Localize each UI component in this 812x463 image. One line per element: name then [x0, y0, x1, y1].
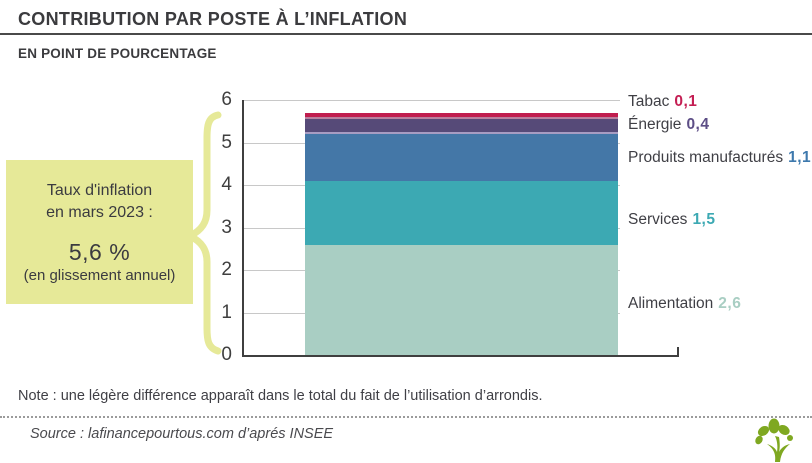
legend-item-produits-manufactures: Produits manufacturés 1,1 [628, 149, 811, 167]
inflation-rate-value: 5,6 % [68, 239, 131, 266]
chart-unit-subtitle: EN POINT DE POURCENTAGE [18, 46, 217, 61]
y-tick-label-5: 5 [221, 131, 232, 153]
inflation-rate-callout: Taux d'inflation en mars 2023 : 5,6 % (e… [6, 160, 193, 304]
bar-segment-services [305, 180, 618, 245]
bar-segment-alimentation [305, 244, 618, 355]
gridline-6 [244, 100, 620, 101]
bar-segment-energie [305, 117, 618, 134]
legend-value: 2,6 [718, 295, 742, 312]
page-title: CONTRIBUTION PAR POSTE À L’INFLATION [18, 9, 408, 29]
legend-label: Services [628, 211, 688, 228]
legend-item-services: Services 1,5 [628, 211, 716, 229]
x-axis-end-tick [677, 347, 679, 355]
y-tick-label-1: 1 [221, 301, 232, 323]
y-tick-label-4: 4 [221, 174, 232, 195]
callout-line4: (en glissement annuel) [23, 267, 176, 285]
source-text: Source : lafinancepourtous.com d’aprés I… [30, 426, 334, 442]
legend-value: 0,4 [686, 116, 710, 133]
note-text: Note : une légère différence apparaît da… [18, 388, 543, 404]
legend-value: 0,1 [674, 93, 698, 110]
stacked-bar [305, 112, 618, 355]
bar-segment-produits-manufactures [305, 134, 618, 181]
legend-value: 1,1 [788, 149, 812, 166]
y-tick-label-0: 0 [221, 344, 232, 365]
legend-item-energie: Énergie 0,4 [628, 116, 710, 134]
legend-label: Tabac [628, 93, 670, 110]
y-tick-label-6: 6 [221, 89, 232, 110]
title-divider [0, 33, 812, 35]
legend-label: Alimentation [628, 295, 714, 312]
bar-segment-tabac [305, 112, 618, 117]
y-tick-label-3: 3 [221, 216, 232, 238]
legend-label: Énergie [628, 116, 682, 133]
legend-label: Produits manufacturés [628, 149, 784, 166]
legend-item-alimentation: Alimentation 2,6 [628, 295, 741, 313]
plot-area [242, 100, 679, 357]
y-axis-tick-labels: 0 1 2 3 4 5 6 [196, 89, 236, 365]
legend-item-tabac: Tabac 0,1 [628, 93, 697, 111]
callout-line1: Taux d'inflation [46, 182, 153, 199]
y-tick-label-2: 2 [221, 259, 232, 280]
brace-icon [182, 111, 222, 355]
legend-value: 1,5 [692, 211, 716, 228]
lafinancepourtous-tree-icon [755, 418, 793, 462]
dotted-divider [0, 416, 812, 418]
callout-line2: en mars 2023 : [46, 203, 153, 221]
